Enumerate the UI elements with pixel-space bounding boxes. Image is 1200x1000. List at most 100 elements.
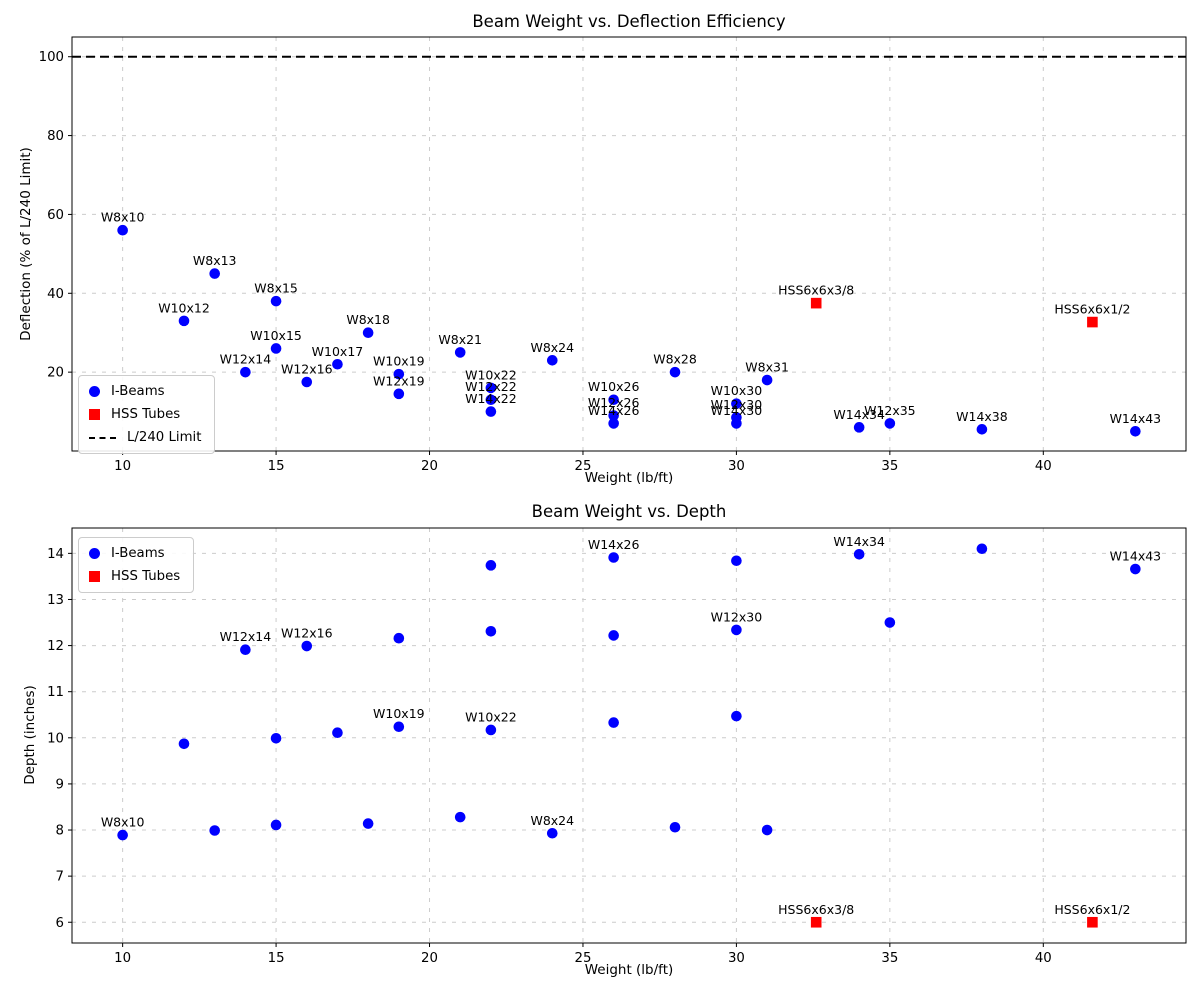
point-label: W14x43 bbox=[1110, 549, 1162, 564]
point-label: W14x22 bbox=[465, 391, 517, 406]
data-point-circle bbox=[362, 327, 374, 339]
y-tick-label: 20 bbox=[47, 366, 64, 381]
y-tick-label: 12 bbox=[47, 639, 64, 654]
depth-chart-legend: I-Beams HSS Tubes bbox=[78, 537, 195, 593]
y-tick-label: 40 bbox=[47, 287, 64, 302]
point-label: W8x28 bbox=[653, 352, 697, 367]
data-point-circle bbox=[393, 721, 405, 733]
i-beam-marker-icon bbox=[89, 548, 100, 559]
point-label: W14x38 bbox=[956, 409, 1008, 424]
point-label: HSS6x6x3/8 bbox=[778, 283, 854, 298]
data-point-circle bbox=[117, 829, 128, 841]
data-point-circle bbox=[608, 418, 619, 429]
data-point-circle bbox=[485, 625, 497, 637]
legend-label: HSS Tubes bbox=[111, 407, 181, 422]
point-label: W8x10 bbox=[101, 815, 145, 830]
deflection-chart-legend: I-Beams HSS Tubes L/240 Limit bbox=[78, 375, 216, 454]
x-tick-label: 15 bbox=[268, 459, 285, 474]
data-point-circle bbox=[270, 343, 282, 354]
data-point-circle bbox=[301, 640, 313, 652]
point-label: W10x17 bbox=[312, 344, 364, 359]
data-point-square bbox=[810, 297, 822, 309]
y-tick-label: 60 bbox=[47, 208, 64, 223]
hss-marker-icon bbox=[89, 571, 100, 582]
i-beam-marker-icon bbox=[89, 386, 100, 397]
point-label: W10x22 bbox=[465, 367, 517, 382]
data-point-circle bbox=[731, 418, 742, 429]
legend-label: HSS Tubes bbox=[111, 569, 181, 584]
data-point-circle bbox=[332, 358, 343, 370]
data-point-circle bbox=[731, 555, 742, 567]
y-tick-label: 9 bbox=[56, 777, 64, 792]
data-point-circle bbox=[240, 644, 251, 656]
point-label: W10x19 bbox=[373, 706, 425, 721]
data-point-circle bbox=[485, 406, 497, 417]
data-point-circle bbox=[270, 819, 282, 831]
data-point-square bbox=[1087, 916, 1098, 928]
data-point-circle bbox=[884, 617, 896, 628]
point-label: W10x19 bbox=[373, 354, 425, 369]
data-point-circle bbox=[669, 366, 681, 378]
point-label: W14x30 bbox=[711, 403, 763, 418]
point-label: W12x22 bbox=[465, 379, 517, 394]
data-point-circle bbox=[485, 560, 497, 571]
y-tick-label: 8 bbox=[56, 824, 64, 839]
y-tick-label: 10 bbox=[47, 731, 64, 746]
point-label: W12x35 bbox=[864, 403, 916, 418]
depth-x-axis-label: Weight (lb/ft) bbox=[584, 962, 674, 978]
data-point-circle bbox=[393, 632, 405, 644]
legend-entry: L/240 Limit bbox=[89, 430, 201, 445]
data-point-circle bbox=[1130, 563, 1141, 575]
legend-entry: I-Beams bbox=[89, 384, 201, 399]
depth-chart-title: Beam Weight vs. Depth bbox=[531, 502, 727, 521]
hss-marker-icon bbox=[89, 409, 100, 420]
data-point-circle bbox=[178, 315, 190, 327]
data-point-circle bbox=[669, 821, 681, 833]
data-point-circle bbox=[393, 388, 405, 400]
data-point-circle bbox=[178, 738, 190, 750]
data-point-circle bbox=[853, 422, 865, 433]
point-label: W12x19 bbox=[373, 373, 425, 388]
point-label: W14x43 bbox=[1110, 411, 1162, 426]
y-tick-label: 11 bbox=[47, 685, 64, 700]
x-tick-label: 25 bbox=[575, 951, 592, 966]
chart-2: W8x10 W12x14 W12x16 W10x19 W10x22 W8x24 W14x26… bbox=[47, 527, 1187, 966]
x-tick-label: 15 bbox=[268, 951, 285, 966]
data-point-circle bbox=[301, 376, 313, 388]
dashed-line-icon bbox=[89, 436, 116, 439]
data-point-circle bbox=[1130, 425, 1141, 437]
point-label: W10x12 bbox=[158, 300, 210, 315]
point-label: W8x15 bbox=[254, 281, 298, 296]
data-point-circle bbox=[240, 366, 251, 378]
data-point-square bbox=[810, 916, 822, 928]
data-point-circle bbox=[332, 727, 343, 739]
point-label: W8x18 bbox=[346, 312, 390, 327]
point-label: W8x24 bbox=[530, 813, 574, 828]
point-label: W14x34 bbox=[833, 534, 885, 549]
data-point-circle bbox=[608, 630, 619, 641]
point-label: W8x13 bbox=[193, 253, 237, 268]
deflection-chart-title: Beam Weight vs. Deflection Efficiency bbox=[472, 12, 786, 31]
legend-entry: HSS Tubes bbox=[89, 407, 201, 422]
point-label: W12x14 bbox=[220, 352, 272, 367]
deflection-x-axis-label: Weight (lb/ft) bbox=[584, 470, 674, 486]
y-tick-label: 100 bbox=[39, 50, 64, 65]
point-label: W10x15 bbox=[250, 328, 302, 343]
point-label: HSS6x6x1/2 bbox=[1054, 302, 1130, 317]
data-point-circle bbox=[608, 717, 619, 728]
data-point-circle bbox=[454, 347, 466, 358]
point-label: W10x22 bbox=[465, 709, 517, 724]
x-tick-label: 35 bbox=[881, 459, 898, 474]
point-label: W10x26 bbox=[588, 379, 640, 394]
point-label: W8x10 bbox=[101, 210, 145, 225]
data-point-circle bbox=[270, 732, 282, 744]
data-point-circle bbox=[454, 811, 466, 823]
plot-border bbox=[71, 36, 1187, 452]
point-label: W12x16 bbox=[281, 626, 333, 641]
y-tick-label: 14 bbox=[47, 547, 64, 562]
data-point-circle bbox=[761, 374, 773, 386]
data-point-circle bbox=[485, 382, 497, 394]
point-label: W8x21 bbox=[438, 332, 482, 347]
data-point-circle bbox=[608, 410, 619, 421]
